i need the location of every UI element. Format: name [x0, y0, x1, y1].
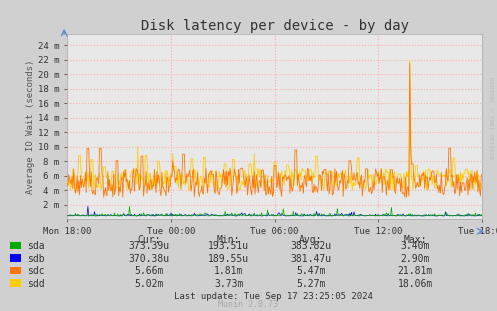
- Title: Disk latency per device - by day: Disk latency per device - by day: [141, 19, 409, 33]
- Text: 21.81m: 21.81m: [398, 266, 432, 276]
- Text: 373.39u: 373.39u: [129, 241, 169, 252]
- Text: Max:: Max:: [403, 235, 427, 245]
- Text: 18.06m: 18.06m: [398, 279, 432, 289]
- Text: Avg:: Avg:: [299, 235, 323, 245]
- Text: 3.73m: 3.73m: [214, 279, 244, 289]
- Text: 3.40m: 3.40m: [400, 241, 430, 252]
- Text: Min:: Min:: [217, 235, 241, 245]
- Text: 1.81m: 1.81m: [214, 266, 244, 276]
- Text: 2.90m: 2.90m: [400, 254, 430, 264]
- Text: 5.02m: 5.02m: [134, 279, 164, 289]
- Text: sdd: sdd: [27, 279, 45, 289]
- Text: 5.27m: 5.27m: [296, 279, 326, 289]
- Text: 370.38u: 370.38u: [129, 254, 169, 264]
- Text: sdb: sdb: [27, 254, 45, 264]
- Text: 189.55u: 189.55u: [208, 254, 249, 264]
- Text: sda: sda: [27, 241, 45, 252]
- Text: 381.47u: 381.47u: [290, 254, 331, 264]
- Text: Cur:: Cur:: [137, 235, 161, 245]
- Text: RRDTOOL / TOBI OETIKER: RRDTOOL / TOBI OETIKER: [489, 77, 494, 160]
- Text: sdc: sdc: [27, 266, 45, 276]
- Text: 5.66m: 5.66m: [134, 266, 164, 276]
- Text: 193.51u: 193.51u: [208, 241, 249, 252]
- Text: Last update: Tue Sep 17 23:25:05 2024: Last update: Tue Sep 17 23:25:05 2024: [174, 292, 373, 301]
- Text: 5.47m: 5.47m: [296, 266, 326, 276]
- Text: 383.82u: 383.82u: [290, 241, 331, 252]
- Text: Munin 2.0.73: Munin 2.0.73: [219, 299, 278, 309]
- Y-axis label: Average IO Wait (seconds): Average IO Wait (seconds): [26, 59, 35, 194]
